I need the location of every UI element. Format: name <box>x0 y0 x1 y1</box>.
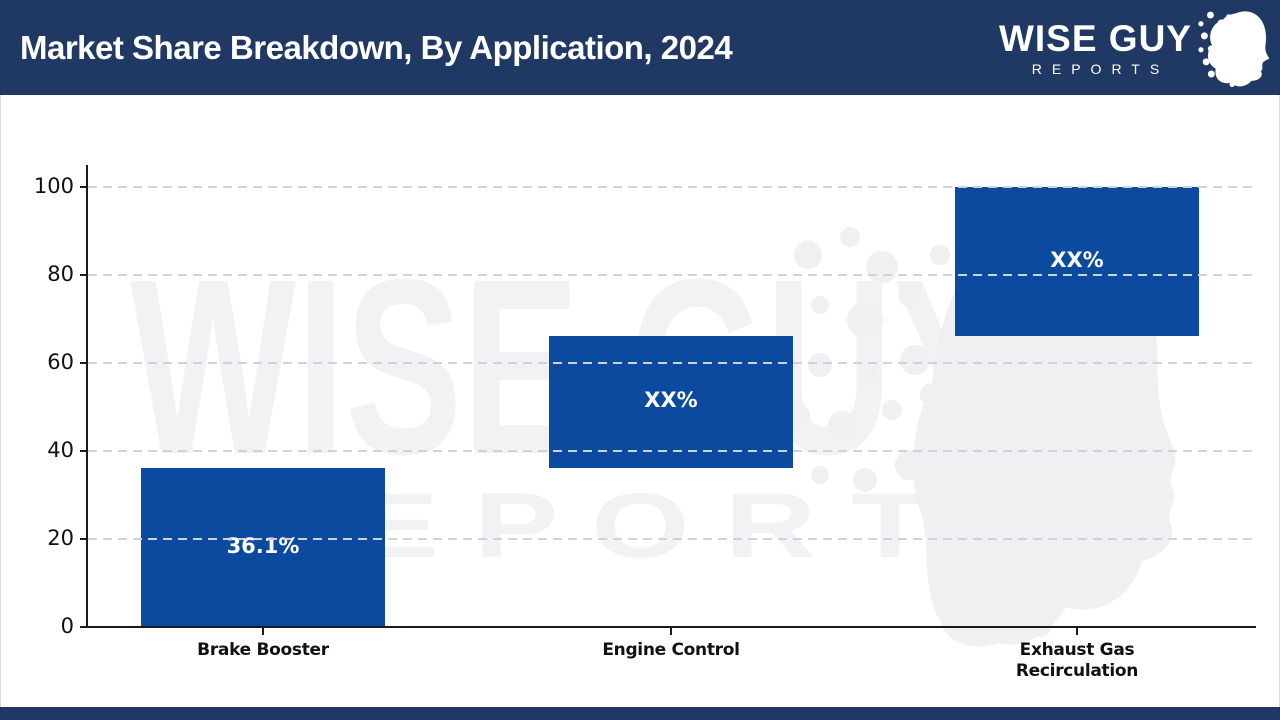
y-tick-label: 20 <box>47 526 74 550</box>
y-tick-mark <box>80 362 87 364</box>
x-axis <box>86 626 1256 628</box>
logo-face-icon <box>1198 11 1270 87</box>
footer-bar <box>0 707 1280 720</box>
gridline <box>88 450 1255 452</box>
gridline <box>88 186 1255 188</box>
x-tick-mark <box>1076 628 1078 635</box>
y-tick-label: 40 <box>47 438 74 462</box>
y-tick-mark <box>80 274 87 276</box>
bar <box>141 468 385 627</box>
y-tick-mark <box>80 626 87 628</box>
gridline <box>88 362 1255 364</box>
y-tick-label: 0 <box>60 614 74 638</box>
y-tick-label: 60 <box>47 350 74 374</box>
y-tick-label: 100 <box>33 174 74 198</box>
bar <box>549 336 793 469</box>
x-tick-label: Brake Booster <box>197 640 329 660</box>
logo-text-line1: WISE GUY <box>998 17 1192 59</box>
bar-value-label: XX% <box>1050 247 1104 272</box>
x-tick-mark <box>262 628 264 635</box>
y-axis <box>86 165 88 628</box>
gridline <box>88 538 1255 540</box>
logo-wordmark: WISE GUY REPORTS <box>998 17 1192 77</box>
bar-value-label: 36.1% <box>226 533 300 558</box>
logo-text-line2: REPORTS <box>1031 60 1170 77</box>
chart-title: Market Share Breakdown, By Application, … <box>20 28 733 66</box>
y-tick-mark <box>80 450 87 452</box>
x-tick-label: Exhaust Gas Recirculation <box>1015 640 1139 681</box>
gridline <box>88 274 1255 276</box>
y-tick-mark <box>80 186 87 188</box>
y-tick-mark <box>80 538 87 540</box>
y-tick-label: 80 <box>47 262 74 286</box>
bar-value-label: XX% <box>644 388 698 413</box>
header-bar: Market Share Breakdown, By Application, … <box>0 0 1280 95</box>
x-tick-mark <box>670 628 672 635</box>
wiseguy-logo: WISE GUY REPORTS <box>999 6 1272 90</box>
x-tick-label: Engine Control <box>602 640 740 660</box>
